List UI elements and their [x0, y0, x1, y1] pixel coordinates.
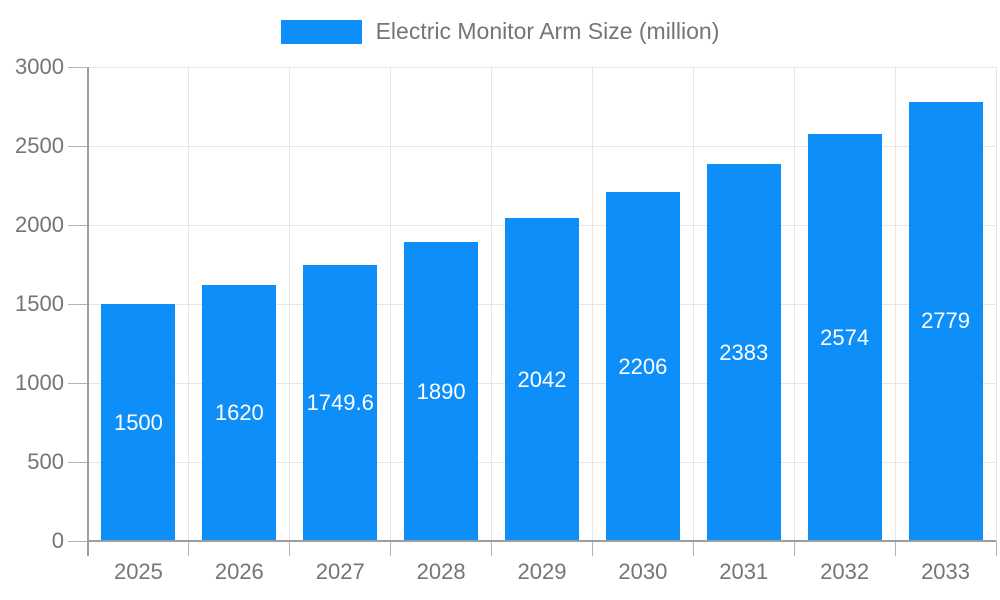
v-gridline	[995, 67, 997, 541]
bar: 1500	[101, 304, 176, 541]
x-tick-label: 2031	[719, 559, 769, 584]
h-gridline	[88, 66, 996, 68]
x-tick-label: 2030	[618, 559, 668, 584]
x-axis-line	[88, 540, 996, 542]
bar-value-label: 2383	[719, 339, 769, 365]
bar: 2383	[706, 164, 781, 541]
y-tick-label: 3000	[15, 54, 64, 79]
y-tick-mark	[68, 540, 88, 542]
y-tick-label: 1500	[15, 291, 64, 316]
x-tick-label: 2027	[315, 559, 365, 584]
bar: 2574	[807, 134, 882, 541]
bar: 1749.6	[303, 264, 378, 541]
v-gridline	[793, 67, 795, 541]
legend-swatch	[280, 19, 362, 44]
x-tick-mark	[894, 541, 896, 556]
x-tick-mark	[289, 541, 291, 556]
v-gridline	[289, 67, 291, 541]
x-tick-label: 2026	[214, 559, 264, 584]
bar-value-label: 1500	[113, 409, 163, 435]
v-gridline	[491, 67, 493, 541]
bar-value-label: 1620	[214, 400, 264, 425]
v-gridline	[390, 67, 392, 541]
x-tick-mark	[692, 541, 694, 556]
y-tick-label: 0	[51, 528, 64, 553]
chart-legend: Electric Monitor Arm Size (million)	[0, 18, 1000, 45]
y-tick-label: 2500	[15, 133, 64, 158]
v-gridline	[591, 67, 593, 541]
y-tick-label: 1000	[15, 370, 64, 395]
bar-value-label: 2042	[517, 366, 567, 392]
bar-value-label: 2206	[618, 353, 668, 379]
x-tick-label: 2028	[416, 559, 466, 584]
bar-value-label: 2779	[921, 308, 971, 334]
x-tick-mark	[995, 541, 997, 556]
y-tick-mark	[68, 303, 88, 305]
bar: 1890	[404, 242, 479, 541]
bar: 1620	[202, 285, 277, 541]
bar-value-label: 1890	[416, 378, 466, 404]
bar-value-label: 1749.6	[306, 389, 374, 415]
x-tick-label: 2032	[820, 559, 870, 584]
y-tick-mark	[68, 145, 88, 147]
x-tick-label: 2029	[517, 559, 567, 584]
x-tick-mark	[390, 541, 392, 556]
h-gridline	[88, 145, 996, 147]
x-tick-mark	[591, 541, 593, 556]
y-tick-mark	[68, 224, 88, 226]
y-tick-label: 500	[27, 449, 64, 474]
x-tick-label: 2033	[921, 559, 971, 584]
bar: 2042	[505, 218, 579, 541]
bar: 2206	[605, 192, 680, 541]
y-axis-line	[87, 67, 89, 556]
bar: 2779	[908, 101, 983, 541]
x-tick-label: 2025	[113, 559, 163, 584]
v-gridline	[894, 67, 896, 541]
x-tick-mark	[491, 541, 493, 556]
y-tick-mark	[68, 382, 88, 384]
legend-label: Electric Monitor Arm Size (million)	[375, 18, 720, 44]
x-tick-mark	[793, 541, 795, 556]
x-tick-mark	[188, 541, 190, 556]
y-tick-label: 2000	[15, 212, 64, 237]
bar-value-label: 2574	[820, 324, 870, 350]
y-tick-mark	[68, 461, 88, 463]
v-gridline	[692, 67, 694, 541]
y-tick-mark	[68, 66, 88, 68]
v-gridline	[188, 67, 190, 541]
